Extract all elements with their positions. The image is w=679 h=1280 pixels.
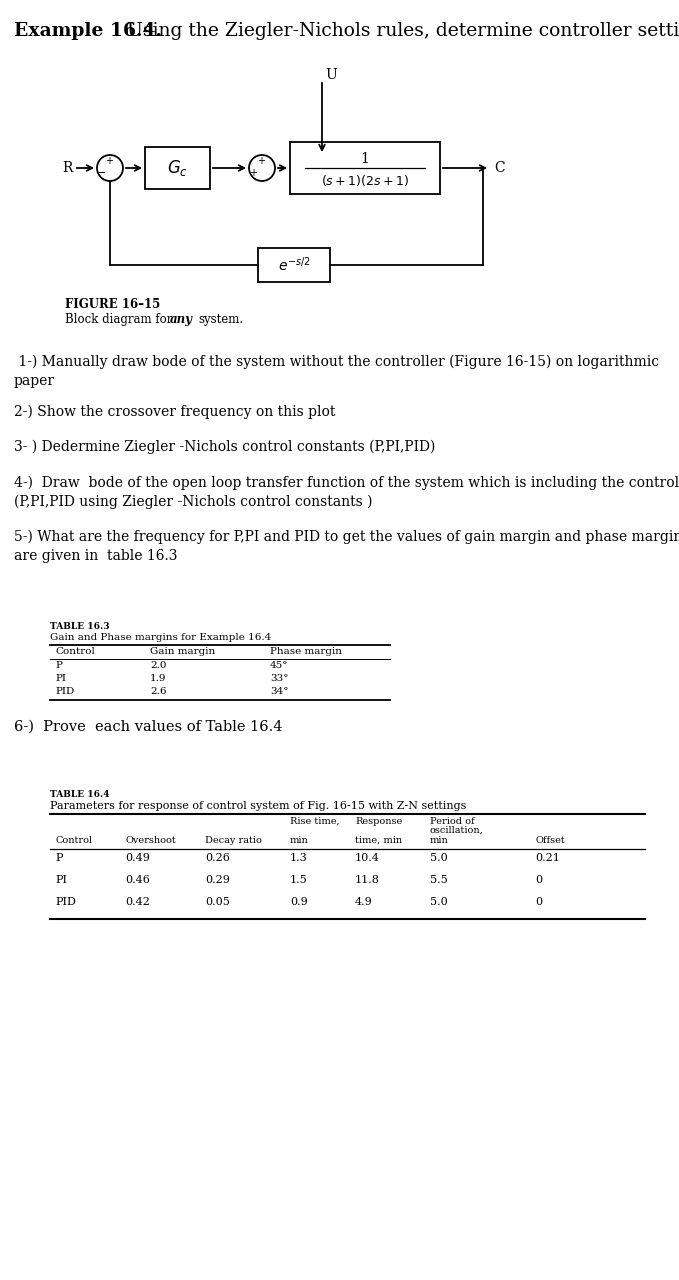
Text: 0.21: 0.21 (535, 852, 560, 863)
Text: Offset: Offset (535, 836, 565, 845)
Text: +: + (257, 156, 265, 166)
Text: 6-)  Prove  each values of Table 16.4: 6-) Prove each values of Table 16.4 (14, 719, 282, 733)
Text: 0.46: 0.46 (125, 876, 150, 884)
Text: $e^{-s/2}$: $e^{-s/2}$ (278, 256, 310, 274)
Text: P: P (55, 660, 62, 669)
Text: C: C (494, 161, 504, 175)
Text: min: min (430, 836, 449, 845)
Text: Period of: Period of (430, 817, 475, 826)
Text: FIGURE 16–15: FIGURE 16–15 (65, 298, 160, 311)
Text: 0.05: 0.05 (205, 897, 230, 908)
Text: 5-) What are the frequency for P,PI and PID to get the values of gain margin and: 5-) What are the frequency for P,PI and … (14, 530, 679, 563)
Text: Block diagram for: Block diagram for (65, 314, 172, 326)
Text: 34°: 34° (270, 687, 289, 696)
Text: TABLE 16.3: TABLE 16.3 (50, 622, 109, 631)
Text: Gain margin: Gain margin (150, 646, 215, 655)
Text: Using the Ziegler-Nichols rules, determine controller settings: Using the Ziegler-Nichols rules, determi… (127, 22, 679, 40)
Text: PID: PID (55, 897, 76, 908)
Text: Overshoot: Overshoot (125, 836, 176, 845)
Text: Response: Response (355, 817, 402, 826)
Bar (258, 248, 330, 282)
Text: 4.9: 4.9 (355, 897, 373, 908)
Text: R: R (62, 161, 73, 175)
Text: oscillation,: oscillation, (430, 826, 483, 835)
Text: 11.8: 11.8 (355, 876, 380, 884)
Text: 1.5: 1.5 (290, 876, 308, 884)
Text: Rise time,: Rise time, (290, 817, 340, 826)
Text: Gain and Phase margins for Example 16.4: Gain and Phase margins for Example 16.4 (50, 634, 271, 643)
Text: Decay ratio: Decay ratio (205, 836, 262, 845)
Text: 0: 0 (535, 876, 542, 884)
Text: Control: Control (55, 836, 92, 845)
Text: 4-)  Draw  bode of the open loop transfer function of the system which is includ: 4-) Draw bode of the open loop transfer … (14, 476, 679, 509)
Text: min: min (290, 836, 309, 845)
Text: U: U (325, 68, 337, 82)
Text: PI: PI (55, 675, 66, 684)
Text: 1: 1 (361, 152, 369, 166)
Text: +: + (105, 156, 113, 166)
Text: time, min: time, min (355, 836, 402, 845)
Text: 2.0: 2.0 (150, 660, 166, 669)
Bar (145, 147, 210, 189)
Text: 0.26: 0.26 (205, 852, 230, 863)
Bar (290, 142, 440, 195)
Text: 0.42: 0.42 (125, 897, 150, 908)
Text: P: P (55, 852, 62, 863)
Text: 5.5: 5.5 (430, 876, 447, 884)
Text: PID: PID (55, 687, 74, 696)
Text: 1.3: 1.3 (290, 852, 308, 863)
Text: TABLE 16.4: TABLE 16.4 (50, 790, 109, 799)
Text: 10.4: 10.4 (355, 852, 380, 863)
Text: any: any (170, 314, 193, 326)
Text: Parameters for response of control system of Fig. 16-15 with Z-N settings: Parameters for response of control syste… (50, 801, 466, 812)
Text: 33°: 33° (270, 675, 289, 684)
Text: 5.0: 5.0 (430, 897, 447, 908)
Text: 3- ) Dedermine Ziegler -Nichols control constants (P,PI,PID): 3- ) Dedermine Ziegler -Nichols control … (14, 440, 435, 454)
Text: $(s+1)(2s+1)$: $(s+1)(2s+1)$ (321, 173, 409, 187)
Text: 1-) Manually draw bode of the system without the controller (Figure 16-15) on lo: 1-) Manually draw bode of the system wit… (14, 355, 659, 388)
Text: +: + (249, 168, 257, 178)
Text: Example 16.4.: Example 16.4. (14, 22, 162, 40)
Text: 2.6: 2.6 (150, 687, 166, 696)
Text: 0.49: 0.49 (125, 852, 150, 863)
Text: 45°: 45° (270, 660, 289, 669)
Text: −: − (97, 168, 107, 178)
Text: 0: 0 (535, 897, 542, 908)
Text: 1.9: 1.9 (150, 675, 166, 684)
Text: $G_c$: $G_c$ (167, 157, 188, 178)
Text: PI: PI (55, 876, 67, 884)
Text: 5.0: 5.0 (430, 852, 447, 863)
Text: 0.9: 0.9 (290, 897, 308, 908)
Text: 2-) Show the crossover frequency on this plot: 2-) Show the crossover frequency on this… (14, 404, 335, 420)
Text: system.: system. (198, 314, 243, 326)
Text: Phase margin: Phase margin (270, 646, 342, 655)
Text: Control: Control (55, 646, 95, 655)
Text: 0.29: 0.29 (205, 876, 230, 884)
